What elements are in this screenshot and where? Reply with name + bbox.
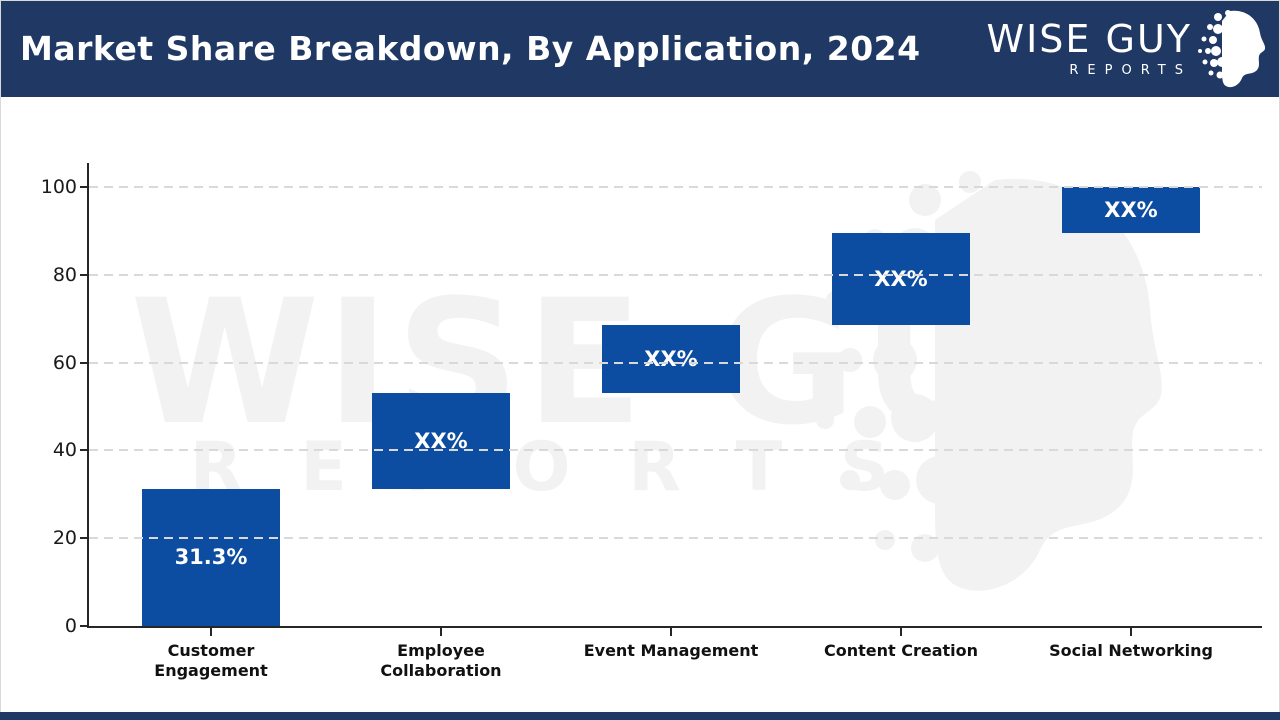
y-axis-tick-label: 0	[64, 615, 77, 637]
bar-value-label: XX%	[874, 267, 928, 292]
bar-employee-collaboration: XX%	[372, 393, 510, 489]
bar-customer-engagement: 31.3%	[142, 488, 280, 626]
bar-value-label: XX%	[414, 428, 468, 453]
y-axis-tick	[80, 537, 87, 540]
gridline-20	[89, 537, 1262, 540]
y-axis-tick-label: 20	[52, 527, 77, 550]
bar-content-creation: XX%	[832, 233, 970, 326]
x-axis-category-label-social-networking: Social Networking	[1049, 641, 1213, 660]
watermark-text-2: REPORTS	[190, 428, 948, 507]
x-axis-tick	[210, 628, 212, 636]
y-axis-tick	[80, 625, 87, 627]
x-axis-category-label-content-creation: Content Creation	[823, 641, 979, 660]
bar-value-label: XX%	[644, 347, 698, 372]
x-axis-category-label-event-management: Event Management	[583, 641, 759, 660]
y-axis-tick-label: 80	[52, 263, 77, 286]
y-axis-tick	[80, 449, 87, 452]
brand-logo: WISE GUY REPORTS	[987, 6, 1268, 91]
bar-value-label: 31.3%	[174, 545, 248, 570]
y-axis-tick-label: 40	[52, 439, 77, 462]
brand-name: WISE GUY	[986, 17, 1192, 61]
brand-logo-text: WISE GUY REPORTS	[987, 20, 1192, 77]
x-axis-tick	[670, 628, 672, 636]
bar-event-management: XX%	[602, 325, 740, 394]
y-axis-tick	[80, 186, 87, 188]
y-axis-tick	[80, 273, 87, 276]
gridline-60	[89, 361, 1262, 364]
y-axis-line	[87, 163, 89, 628]
bar-social-networking: XX%	[1062, 187, 1200, 234]
brand-head-icon	[1198, 9, 1266, 87]
x-axis-category-label-employee-collaboration: Employee Collaboration	[380, 641, 502, 680]
bar-value-label: XX%	[1104, 198, 1158, 223]
x-axis-tick	[440, 628, 442, 636]
y-axis-tick-label: 100	[40, 176, 77, 198]
x-axis-category-label-customer-engagement: Customer Engagement	[154, 641, 268, 680]
gridline-40	[89, 449, 1262, 452]
footer-bar	[0, 712, 1280, 720]
page-title: Market Share Breakdown, By Application, …	[20, 29, 921, 68]
gridline-80	[89, 273, 1262, 276]
y-axis-tick	[80, 361, 87, 364]
brand-subname: REPORTS	[1069, 63, 1192, 78]
y-axis-tick-label: 60	[52, 351, 77, 374]
gridline-100	[89, 186, 1262, 188]
x-axis-line	[87, 626, 1262, 628]
x-axis-tick	[1130, 628, 1132, 636]
x-axis-tick	[900, 628, 902, 636]
header-band: Market Share Breakdown, By Application, …	[0, 0, 1280, 97]
